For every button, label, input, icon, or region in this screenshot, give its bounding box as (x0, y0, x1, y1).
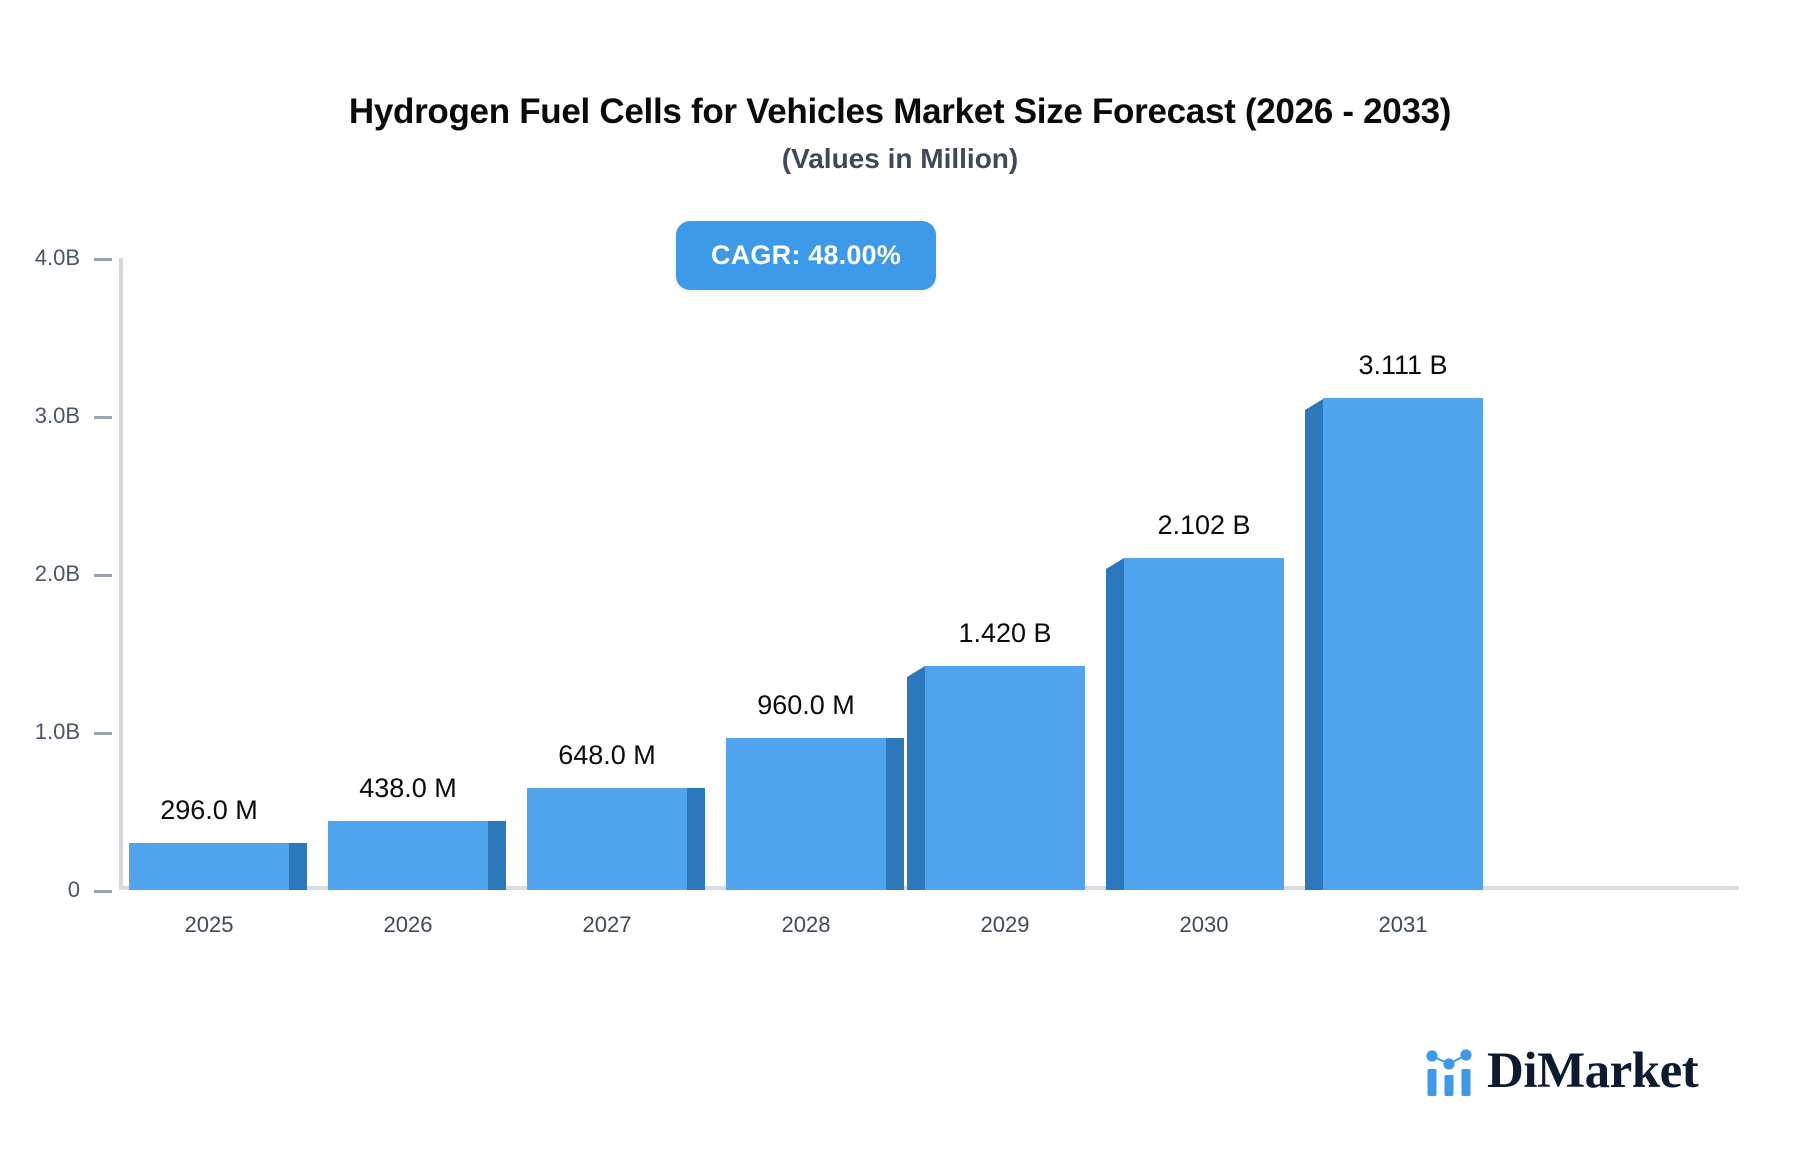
bar-face (328, 820, 488, 890)
bar-face (129, 843, 289, 890)
bar-side-panel (289, 843, 307, 890)
x-axis-label-2030: 2030 (1179, 912, 1229, 937)
y-axis-line (119, 258, 123, 890)
bar-value-label: 438.0 M (359, 772, 457, 803)
bar-2028[interactable] (726, 738, 904, 890)
y-axis-tick-mark (94, 889, 112, 893)
bar-side-panel (886, 738, 904, 890)
bar-face (726, 738, 886, 890)
y-axis-tick-1-0B: 1.0B (0, 719, 112, 745)
dimarket-logo: DiMarket (1425, 1043, 1699, 1099)
bar-value-label: 2.102 B (1157, 509, 1251, 540)
bar-value-label: 1.420 B (958, 617, 1052, 648)
bar-side-panel (1305, 409, 1323, 890)
bar-side-panel (907, 676, 925, 890)
x-axis-label-2031: 2031 (1378, 912, 1428, 937)
y-axis-tick-2-0B: 2.0B (0, 561, 112, 587)
x-axis-label-2027: 2027 (582, 912, 632, 937)
bar-2029[interactable] (907, 665, 1085, 890)
y-axis-tick-mark (94, 573, 112, 577)
bar-side-bevel (1106, 558, 1124, 570)
x-axis-label-2028: 2028 (781, 912, 831, 937)
bar-value-label: 648.0 M (558, 739, 656, 770)
bar-face (1124, 557, 1284, 890)
x-axis-label-2025: 2025 (184, 912, 234, 937)
bar-2027[interactable] (527, 787, 705, 890)
bar-side-bevel (1305, 398, 1323, 410)
y-axis-tick-mark (94, 415, 112, 419)
y-axis-tick-3-0B: 3.0B (0, 403, 112, 429)
bar-face (527, 787, 687, 890)
bar-chart-icon (1425, 1047, 1473, 1097)
bar-face (925, 665, 1085, 890)
bar-2031[interactable] (1305, 398, 1483, 890)
bar-side-panel (488, 820, 506, 890)
bar-2025[interactable] (129, 843, 307, 890)
bar-value-label: 3.111 B (1358, 350, 1448, 381)
y-axis-tick-label: 2.0B (34, 561, 80, 586)
y-axis-tick-label: 1.0B (34, 719, 80, 744)
bar-value-label: 296.0 M (160, 795, 258, 826)
x-axis-label-2029: 2029 (980, 912, 1030, 937)
y-axis-tick-mark (94, 731, 112, 735)
chart-subtitle: (Values in Million) (781, 143, 1019, 174)
y-axis-tick-label: 4.0B (34, 245, 80, 270)
x-axis-label-2026: 2026 (383, 912, 433, 937)
y-axis-tick-mark (94, 257, 112, 261)
bar-value-label: 960.0 M (757, 690, 855, 721)
logo-wordmark: DiMarket (1487, 1043, 1699, 1099)
y-axis-tick-0: 0 (0, 877, 112, 903)
chart-title: Hydrogen Fuel Cells for Vehicles Market … (348, 92, 1452, 131)
bar-2026[interactable] (328, 820, 506, 890)
bar-face (1323, 398, 1483, 890)
bar-side-panel (1106, 569, 1124, 890)
y-axis-tick-label: 3.0B (34, 403, 80, 428)
bar-side-bevel (907, 665, 925, 677)
bar-2030[interactable] (1106, 557, 1284, 890)
cagr-badge[interactable]: CAGR: 48.00% (676, 221, 936, 290)
y-axis-tick-label: 0 (67, 877, 80, 902)
y-axis-tick-4-0B: 4.0B (0, 245, 112, 271)
bar-side-panel (687, 787, 705, 890)
